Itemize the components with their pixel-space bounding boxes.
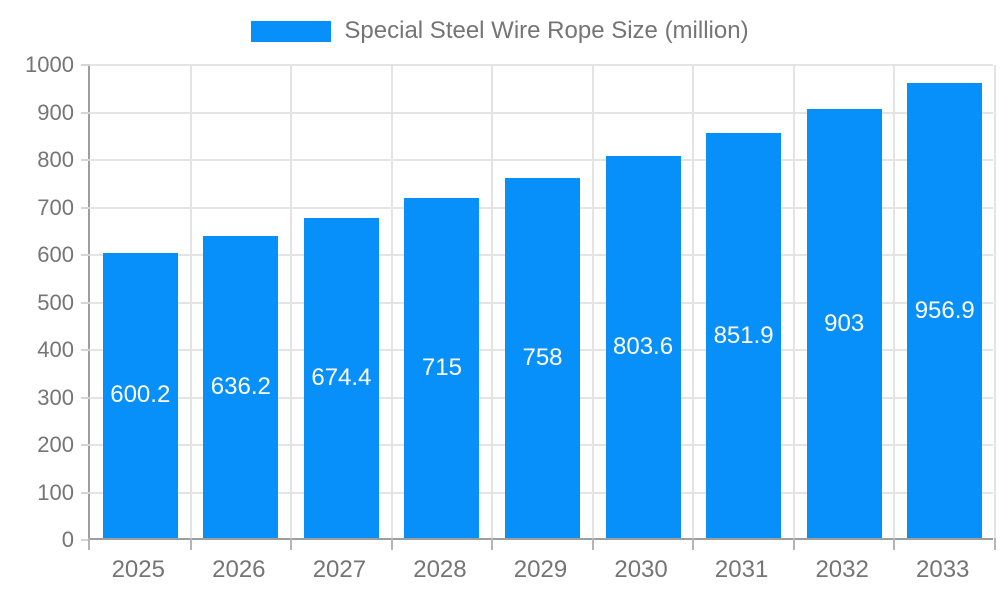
bar-value-label: 636.2 xyxy=(210,372,271,400)
y-axis-tick xyxy=(81,444,90,446)
y-axis-tick xyxy=(81,159,90,161)
bar-value-label: 758 xyxy=(522,343,563,371)
bar-2027[interactable]: 674.4 xyxy=(303,217,379,538)
x-gridline xyxy=(591,65,594,538)
bar-2031[interactable]: 851.9 xyxy=(706,133,782,538)
x-gridline xyxy=(290,65,293,538)
bar-value-label: 903 xyxy=(824,309,865,337)
y-gridline xyxy=(90,159,993,161)
y-axis-tick xyxy=(81,301,90,304)
bar-value-label: 715 xyxy=(421,354,462,382)
y-tick-label: 800 xyxy=(37,147,74,172)
x-tick-label: 2030 xyxy=(614,556,668,583)
y-axis-tick xyxy=(81,206,90,209)
bar-value-label: 674.4 xyxy=(311,363,372,391)
bar-value-label: 956.9 xyxy=(914,296,975,324)
y-gridline xyxy=(90,111,993,114)
y-tick-label: 300 xyxy=(37,384,74,410)
x-gridline xyxy=(390,65,393,538)
bar-2032[interactable]: 903 xyxy=(806,109,882,538)
y-tick-label: 500 xyxy=(37,289,74,315)
x-axis-tick xyxy=(994,538,996,550)
y-tick-label: 700 xyxy=(37,194,74,220)
y-tick-label: 1000 xyxy=(25,52,74,77)
bar-2025[interactable]: 600.2 xyxy=(102,252,178,538)
y-axis-tick xyxy=(81,349,90,351)
x-gridline xyxy=(692,65,695,538)
y-tick-label: 400 xyxy=(37,337,74,362)
x-gridline xyxy=(792,65,795,538)
x-tick-label: 2031 xyxy=(714,556,769,583)
x-tick-label: 2025 xyxy=(111,556,165,583)
x-gridline xyxy=(994,65,996,538)
plot-area: 600.2 636.2 674.4 715 758 803.6 851.9 903 956.9 xyxy=(81,64,996,550)
x-gridline xyxy=(893,65,896,538)
x-gridline xyxy=(491,65,494,538)
x-axis-tick xyxy=(390,538,393,550)
x-axis-tick xyxy=(290,538,293,550)
bar-2026[interactable]: 636.2 xyxy=(203,235,279,538)
y-tick-label: 900 xyxy=(37,99,74,125)
y-tick-label: 600 xyxy=(37,242,74,267)
x-tick-label: 2026 xyxy=(212,556,266,583)
x-gridline xyxy=(189,65,192,538)
x-tick-label: 2028 xyxy=(413,556,467,583)
x-tick-label: 2033 xyxy=(916,556,970,583)
y-axis-tick xyxy=(81,491,90,494)
chart-legend[interactable]: Special Steel Wire Rope Size (million) xyxy=(0,19,1000,43)
y-axis-tick xyxy=(81,111,90,114)
y-tick-label: 200 xyxy=(37,432,74,457)
y-axis-tick xyxy=(81,254,90,256)
y-axis-tick xyxy=(81,396,90,399)
bar-2029[interactable]: 758 xyxy=(505,177,580,538)
y-axis-tick xyxy=(81,64,90,66)
bar-2033[interactable]: 956.9 xyxy=(907,83,983,538)
legend-swatch-icon xyxy=(251,20,332,42)
bar-value-label: 600.2 xyxy=(110,381,171,409)
x-axis-tick xyxy=(88,538,90,550)
x-axis-tick xyxy=(189,538,192,550)
y-tick-label: 100 xyxy=(37,479,74,505)
x-tick-label: 2027 xyxy=(312,556,367,583)
bar-value-label: 851.9 xyxy=(713,321,774,349)
bar-2030[interactable]: 803.6 xyxy=(605,156,681,538)
y-tick-label: 0 xyxy=(61,527,74,552)
y-axis-tick xyxy=(81,539,90,541)
bar-value-label: 803.6 xyxy=(613,333,674,361)
x-axis-tick xyxy=(792,538,795,550)
x-axis-tick xyxy=(692,538,695,550)
x-axis-tick xyxy=(893,538,896,550)
bar-2028[interactable]: 715 xyxy=(404,198,480,538)
legend-label: Special Steel Wire Rope Size (million) xyxy=(344,17,749,44)
x-tick-label: 2029 xyxy=(513,556,568,583)
x-tick-label: 2032 xyxy=(815,556,869,583)
y-gridline xyxy=(90,64,993,66)
x-axis-tick xyxy=(491,538,494,550)
x-axis-tick xyxy=(591,538,594,550)
